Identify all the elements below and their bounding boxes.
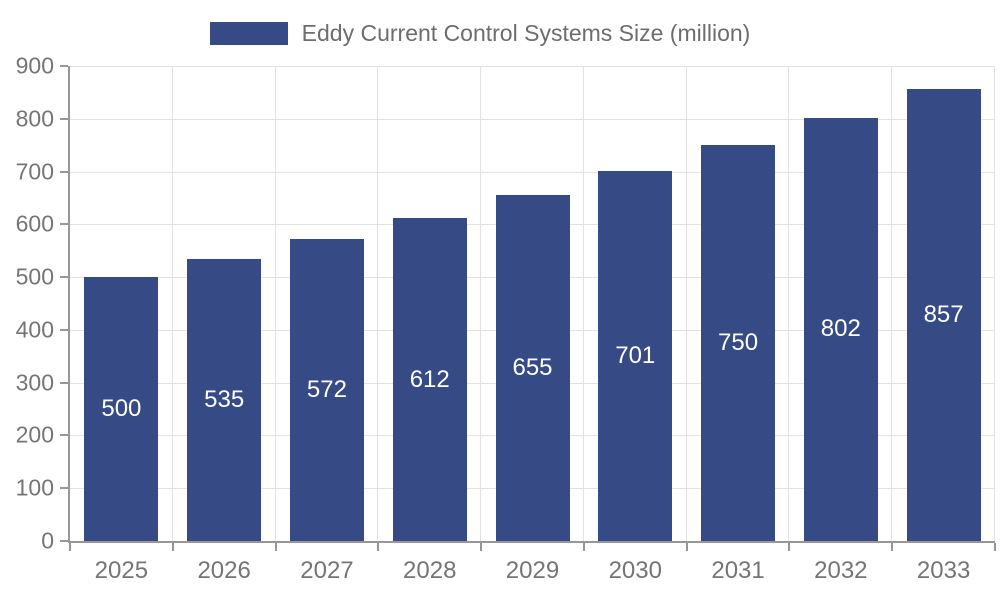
y-tick-label: 900	[15, 52, 54, 79]
x-tick-label: 2031	[711, 557, 765, 584]
x-tick-mark	[891, 543, 894, 551]
x-tick-mark	[171, 543, 174, 551]
gridline-vertical	[274, 66, 276, 541]
bar-value-label: 572	[306, 376, 347, 404]
y-tick-mark	[60, 276, 68, 279]
y-tick-mark	[60, 434, 68, 437]
x-tick-label: 2026	[197, 557, 251, 584]
y-tick-mark	[60, 381, 68, 384]
bar: 701	[598, 171, 673, 541]
bar-value-label: 535	[204, 385, 245, 413]
bar-value-label: 612	[409, 365, 450, 393]
y-tick-label: 700	[15, 158, 54, 185]
bar: 612	[392, 218, 467, 541]
y-tick-label: 200	[15, 421, 54, 448]
y-tick-label: 100	[15, 474, 54, 501]
y-tick-mark	[60, 487, 68, 490]
x-tick-mark	[69, 543, 71, 551]
y-tick-mark	[60, 117, 68, 120]
y-tick-label: 400	[15, 316, 54, 343]
bar: 857	[906, 88, 981, 541]
gridline-horizontal	[70, 66, 995, 67]
x-tick-label: 2033	[916, 557, 971, 584]
x-tick-label: 2025	[94, 557, 149, 584]
plot-area: 0 100 200 300 400 500 600 700 800 900 500 2025 535 20…	[16, 53, 996, 584]
gridline-vertical	[480, 66, 482, 541]
bar: 535	[187, 258, 262, 541]
x-tick-mark	[788, 543, 791, 551]
y-tick-mark	[60, 223, 68, 226]
gridline-vertical	[891, 66, 893, 541]
x-tick-mark	[274, 543, 277, 551]
bar: 572	[289, 239, 364, 541]
y-tick-mark	[60, 328, 68, 331]
y-tick-mark	[60, 170, 68, 173]
gridline-vertical	[788, 66, 790, 541]
gridline-vertical	[994, 66, 995, 541]
bar: 802	[803, 117, 878, 541]
gridline-horizontal	[70, 118, 995, 120]
bar: 500	[84, 277, 159, 541]
x-tick-mark	[994, 543, 996, 551]
x-tick-label: 2032	[814, 557, 868, 584]
y-tick-label: 600	[15, 210, 54, 237]
bar: 655	[495, 195, 570, 541]
x-tick-label: 2030	[608, 557, 662, 584]
y-tick-label: 800	[15, 105, 54, 132]
gridline-vertical	[582, 66, 584, 541]
legend-swatch	[209, 22, 288, 45]
gridline-vertical	[377, 66, 379, 541]
legend-label: Eddy Current Control Systems Size (milli…	[301, 20, 751, 46]
bar-value-label: 750	[718, 329, 759, 357]
bar-value-label: 500	[101, 395, 142, 423]
gridline-horizontal	[70, 171, 995, 173]
x-tick-label: 2027	[300, 557, 354, 584]
y-tick-mark	[60, 65, 68, 67]
y-tick-label: 0	[41, 527, 54, 554]
x-tick-mark	[377, 543, 380, 551]
gridline-vertical	[171, 66, 173, 541]
x-tick-mark	[480, 543, 483, 551]
bar-value-label: 701	[615, 342, 656, 370]
bar-value-label: 802	[820, 315, 861, 343]
bar-value-label: 655	[512, 354, 553, 382]
bar: 750	[701, 145, 776, 541]
bar-value-label: 857	[923, 300, 964, 328]
y-tick-mark	[60, 540, 68, 542]
x-tick-label: 2028	[403, 557, 457, 584]
gridline-vertical	[685, 66, 687, 541]
y-tick-label: 300	[15, 369, 54, 396]
legend: Eddy Current Control Systems Size (milli…	[0, 20, 960, 47]
x-tick-label: 2029	[505, 557, 560, 584]
x-tick-mark	[685, 543, 688, 551]
x-tick-mark	[582, 543, 585, 551]
y-tick-label: 500	[15, 263, 54, 290]
